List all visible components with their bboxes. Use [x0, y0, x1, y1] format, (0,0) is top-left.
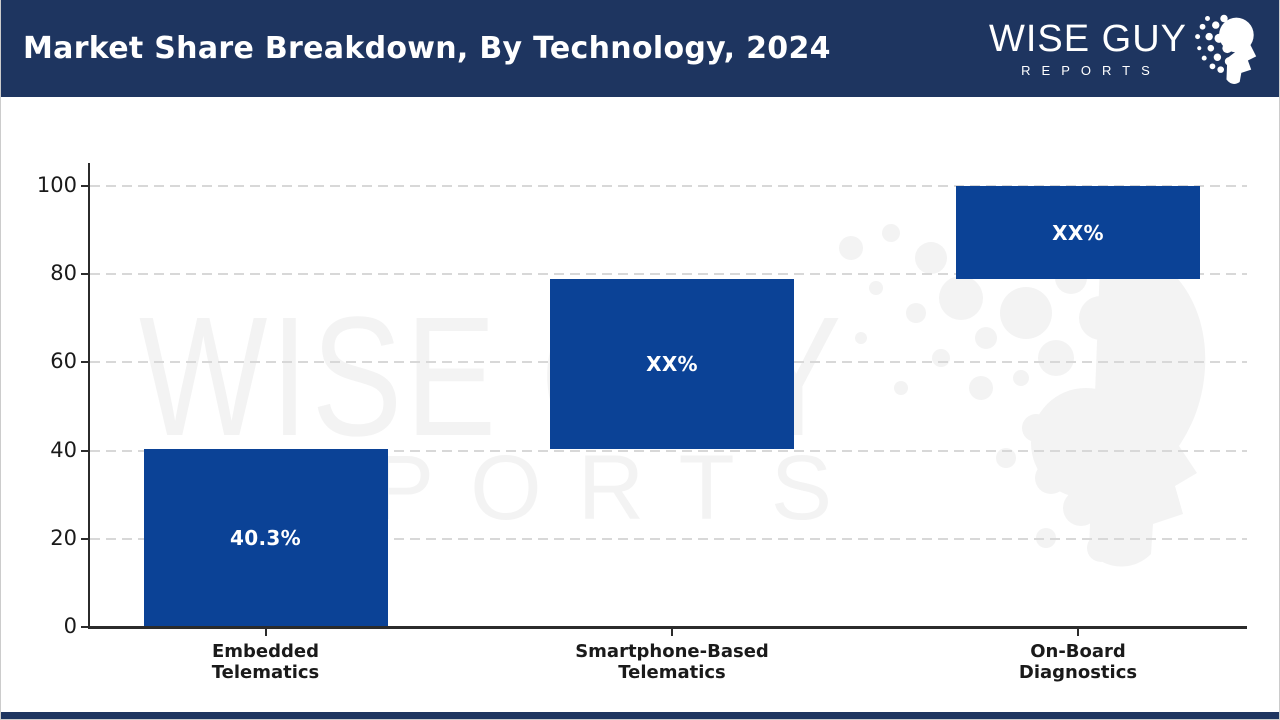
- y-tick-mark: [81, 626, 88, 628]
- x-tick-mark: [1077, 629, 1079, 636]
- logo-wordmark-sub: REPORTS: [1021, 62, 1161, 78]
- gridline: [90, 273, 1247, 276]
- gridline: [90, 185, 1247, 187]
- y-tick-label: 80: [50, 261, 77, 286]
- y-tick-mark: [81, 449, 88, 452]
- y-tick-mark: [81, 273, 88, 276]
- y-tick-mark: [81, 361, 88, 364]
- bar-segment: XX%: [956, 186, 1200, 280]
- x-category-label: Smartphone-Based Telematics: [537, 641, 807, 683]
- header: Market Share Breakdown, By Technology, 2…: [1, 0, 1279, 97]
- x-category-label-line: Diagnostics: [1018, 662, 1138, 683]
- y-tick-label: 40: [50, 437, 77, 462]
- y-tick-mark: [81, 537, 88, 540]
- x-category-label: On-Board Diagnostics: [943, 641, 1213, 683]
- x-tick-mark: [671, 629, 673, 636]
- gridline: [90, 537, 1247, 540]
- bar-value-label: XX%: [1052, 220, 1104, 245]
- bar-segment: 40.3%: [143, 449, 388, 627]
- y-tick-label: 20: [50, 525, 77, 550]
- x-category-label-line: Telematics: [618, 662, 726, 683]
- y-tick-mark: [81, 185, 88, 187]
- wiseguy-logo: WISE GUY REPORTS: [989, 9, 1257, 89]
- y-tick-label: 100: [36, 173, 77, 197]
- logo-head-icon: [1195, 14, 1257, 84]
- bar-value-label: XX%: [646, 352, 698, 377]
- x-axis-line: [88, 626, 1247, 629]
- chart-title: Market Share Breakdown, By Technology, 2…: [23, 31, 831, 66]
- x-category-label-line: Embedded: [211, 641, 319, 662]
- x-tick-mark: [264, 629, 267, 636]
- x-category-label-line: Smartphone-Based: [575, 641, 769, 662]
- footer-strip: [1, 712, 1279, 719]
- y-tick-label: 0: [63, 614, 77, 638]
- gridline: [90, 449, 1247, 452]
- watermark-head-icon: [839, 224, 1206, 567]
- logo-wordmark: WISE GUY REPORTS: [989, 20, 1187, 78]
- logo-wordmark-main: WISE GUY: [988, 17, 1187, 60]
- y-tick-label: 60: [50, 349, 77, 374]
- x-category-label-line: Telematics: [211, 662, 320, 683]
- bar-segment: XX%: [550, 279, 794, 450]
- y-axis-line: [88, 163, 90, 629]
- x-category-label-line: On-Board: [1030, 641, 1126, 662]
- bar-value-label: 40.3%: [230, 526, 301, 551]
- x-category-label: Embedded Telematics: [131, 641, 401, 683]
